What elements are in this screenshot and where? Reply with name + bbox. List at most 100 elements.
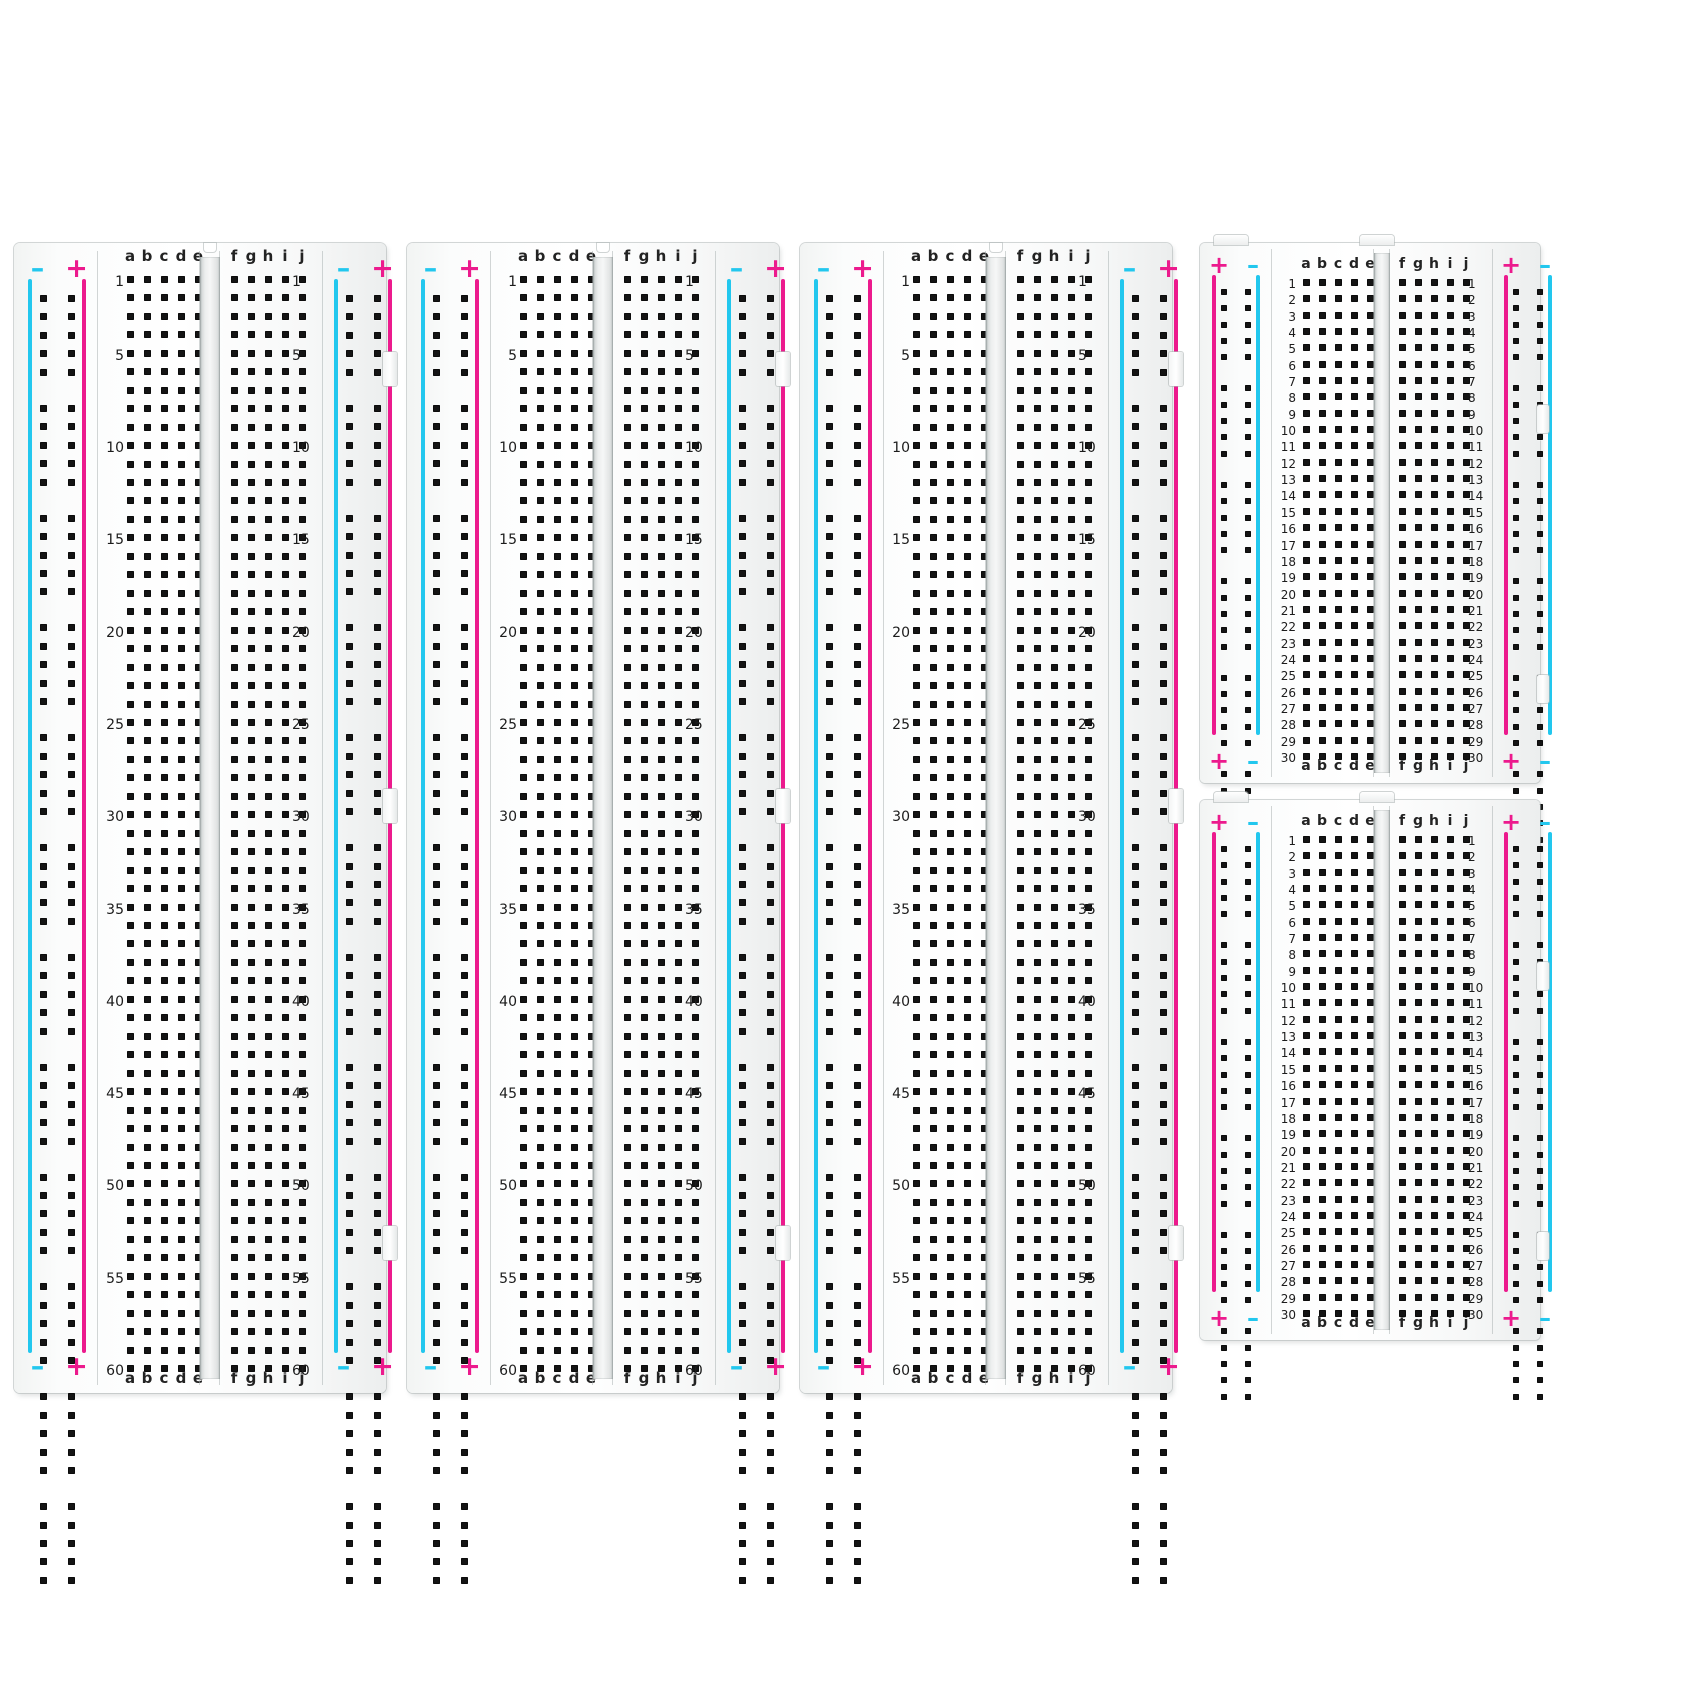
terminal-hole[interactable] [177,718,185,726]
rail-hole[interactable] [853,295,861,302]
rail-hole[interactable] [345,1576,353,1584]
terminal-hole[interactable] [519,589,527,597]
rail-hole[interactable] [1159,844,1167,852]
rail-hole[interactable] [1537,895,1543,902]
rail-hole[interactable] [1131,423,1139,431]
terminal-hole[interactable] [1334,736,1342,744]
terminal-hole[interactable] [281,1254,289,1262]
terminal-hole[interactable] [264,276,272,283]
rail-hole[interactable] [432,1393,440,1401]
terminal-hole[interactable] [194,1272,202,1280]
terminal-hole[interactable] [1398,983,1406,991]
rail-hole[interactable] [766,752,774,760]
terminal-hole[interactable] [230,1143,238,1151]
terminal-hole[interactable] [1050,829,1058,837]
rail-hole[interactable] [853,1192,861,1200]
terminal-hole[interactable] [640,571,648,579]
terminal-hole[interactable] [946,349,954,357]
terminal-hole[interactable] [1302,703,1310,711]
rail-hole[interactable] [39,1009,47,1017]
terminal-hole[interactable] [553,1198,561,1206]
rail-hole[interactable] [1513,1360,1519,1367]
terminal-hole[interactable] [912,1125,920,1133]
terminal-hole[interactable] [281,1328,289,1336]
rail-hole[interactable] [39,752,47,760]
terminal-hole[interactable] [519,1235,527,1243]
rail-hole[interactable] [345,1393,353,1401]
rail-hole[interactable] [432,661,440,669]
terminal-hole[interactable] [1414,556,1422,564]
terminal-hole[interactable] [1067,571,1075,579]
rail-hole[interactable] [738,734,746,742]
terminal-hole[interactable] [1016,718,1024,726]
rail-hole[interactable] [373,331,381,339]
terminal-hole[interactable] [553,885,561,893]
rail-hole[interactable] [1513,723,1519,730]
terminal-hole[interactable] [177,1032,185,1040]
terminal-hole[interactable] [230,682,238,690]
terminal-hole[interactable] [1084,848,1092,856]
rail-hole[interactable] [853,1137,861,1145]
terminal-hole[interactable] [143,866,151,874]
terminal-hole[interactable] [1050,515,1058,523]
terminal-hole[interactable] [1016,386,1024,394]
terminal-hole[interactable] [1016,663,1024,671]
rail-hole[interactable] [67,1063,75,1071]
rail-hole[interactable] [432,899,440,907]
terminal-hole[interactable] [126,977,134,985]
terminal-hole[interactable] [1462,409,1470,417]
terminal-hole[interactable] [623,940,631,948]
rail-hole[interactable] [1221,401,1227,408]
rail-hole[interactable] [67,679,75,687]
terminal-hole[interactable] [587,1328,595,1336]
terminal-hole[interactable] [126,811,134,819]
terminal-hole[interactable] [1302,687,1310,695]
terminal-hole[interactable] [1050,811,1058,819]
rail-hole[interactable] [766,1247,774,1255]
terminal-hole[interactable] [929,1365,937,1372]
rail-hole[interactable] [460,350,468,358]
terminal-hole[interactable] [1350,1015,1358,1023]
terminal-hole[interactable] [929,903,937,911]
terminal-hole[interactable] [281,1217,289,1225]
terminal-hole[interactable] [247,922,255,930]
terminal-hole[interactable] [1414,295,1422,303]
terminal-hole[interactable] [264,294,272,302]
terminal-hole[interactable] [1462,556,1470,564]
terminal-hole[interactable] [640,774,648,782]
terminal-hole[interactable] [519,1069,527,1077]
terminal-hole[interactable] [126,1365,134,1372]
rail-hole[interactable] [1159,1320,1167,1328]
terminal-hole[interactable] [587,922,595,930]
terminal-hole[interactable] [912,1032,920,1040]
terminal-hole[interactable] [1366,868,1374,876]
terminal-hole[interactable] [247,515,255,523]
terminal-hole[interactable] [1033,331,1041,339]
terminal-hole[interactable] [587,1291,595,1299]
rail-hole[interactable] [460,1320,468,1328]
terminal-hole[interactable] [1350,1048,1358,1056]
terminal-hole[interactable] [963,1328,971,1336]
terminal-hole[interactable] [1430,426,1438,434]
terminal-hole[interactable] [1318,868,1326,876]
terminal-hole[interactable] [553,1217,561,1225]
terminal-hole[interactable] [264,331,272,339]
terminal-hole[interactable] [623,792,631,800]
terminal-hole[interactable] [1446,1228,1454,1236]
terminal-hole[interactable] [674,866,682,874]
terminal-hole[interactable] [1318,671,1326,679]
rail-hole[interactable] [1159,661,1167,669]
rail-hole[interactable] [1245,740,1251,747]
terminal-hole[interactable] [946,589,954,597]
rail-hole[interactable] [1221,1184,1227,1191]
terminal-hole[interactable] [230,1106,238,1114]
terminal-hole[interactable] [587,442,595,450]
rail-hole[interactable] [432,1283,440,1291]
terminal-hole[interactable] [1350,360,1358,368]
terminal-hole[interactable] [1398,836,1406,843]
terminal-hole[interactable] [160,1180,168,1188]
terminal-hole[interactable] [230,755,238,763]
terminal-hole[interactable] [640,1180,648,1188]
rail-hole[interactable] [1131,1009,1139,1017]
terminal-hole[interactable] [963,1346,971,1354]
